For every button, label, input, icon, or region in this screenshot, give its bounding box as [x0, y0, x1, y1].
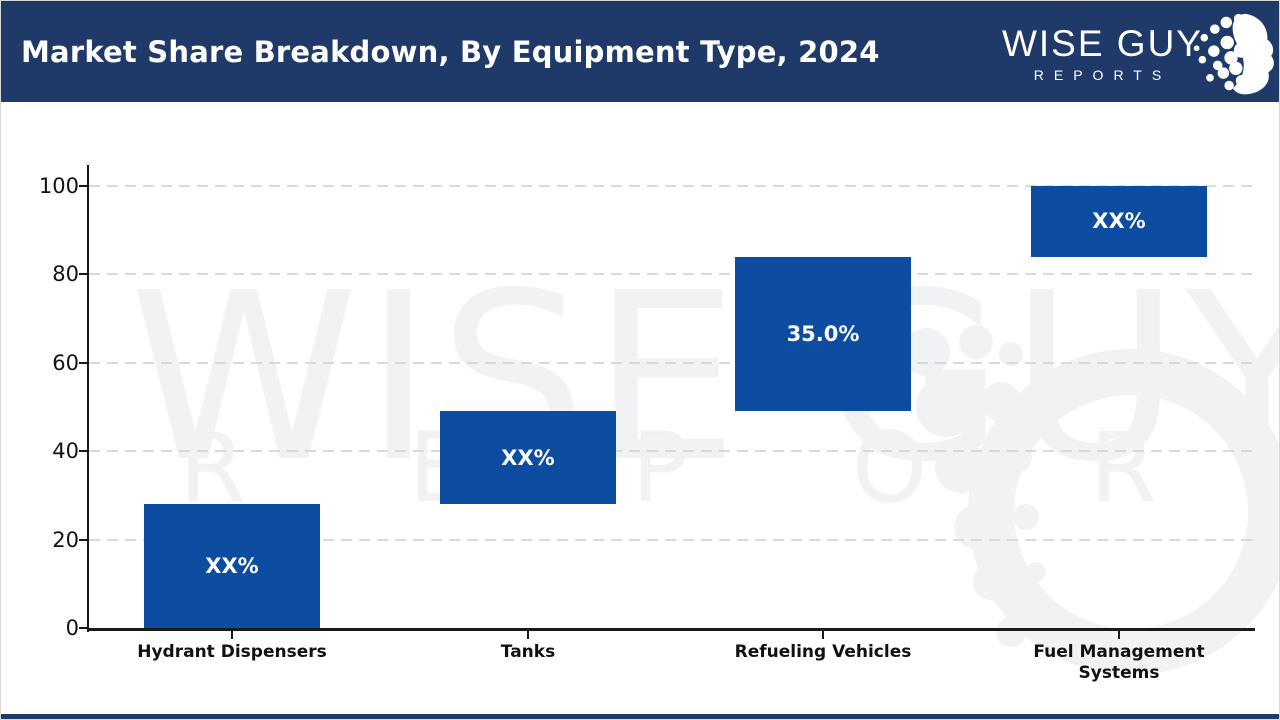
- footer-bar: [1, 714, 1279, 719]
- y-tick-label-100: 100: [38, 174, 79, 198]
- logo-head-icon: [1193, 13, 1274, 95]
- bar-refueling-vehicles: [735, 256, 911, 412]
- y-tick-label-80: 80: [52, 262, 79, 287]
- bar-fuel-management-systems: [1031, 186, 1207, 257]
- gridline-100: [89, 185, 1255, 187]
- logo-text: WISE GUY REPORTS: [1002, 23, 1203, 83]
- y-tick-mark-80: [79, 273, 88, 276]
- y-tick-label-0: 0: [65, 616, 79, 640]
- y-tick-mark-60: [79, 361, 88, 364]
- y-tick-mark-100: [79, 185, 88, 187]
- wiseguy-logo: WISE GUY REPORTS: [1002, 9, 1275, 97]
- logo-subtitle: REPORTS: [1033, 67, 1172, 83]
- chart-title: Market Share Breakdown, By Equipment Typ…: [21, 34, 880, 69]
- y-tick-label-40: 40: [52, 439, 79, 464]
- logo-wordmark: WISE GUY: [1001, 23, 1203, 64]
- gridline-80: [89, 273, 1255, 276]
- bar-value-label: XX%: [501, 445, 555, 470]
- y-axis-spine: [87, 165, 89, 632]
- x-category-label: Hydrant Dispensers: [137, 642, 327, 662]
- y-tick-mark-20: [79, 538, 88, 541]
- bar-value-label: XX%: [205, 554, 259, 579]
- x-tick-mark-0: [231, 631, 233, 639]
- gridline-40: [89, 450, 1255, 453]
- x-category-label: Tanks: [500, 642, 556, 662]
- x-tick-mark-1: [527, 631, 529, 639]
- bar-hydrant-dispensers: [144, 504, 320, 628]
- bar-tanks: [440, 411, 616, 505]
- x-tick-mark-2: [822, 631, 824, 639]
- watermark-head-icon: [902, 325, 1279, 675]
- header-bar: Market Share Breakdown, By Equipment Typ…: [1, 1, 1279, 102]
- watermark-text-2: R E P O R T S: [179, 412, 1279, 524]
- y-tick-mark-0: [79, 627, 88, 629]
- y-tick-mark-40: [79, 450, 88, 453]
- gridline-60: [89, 361, 1255, 364]
- gridline-20: [89, 538, 1255, 541]
- x-category-label: Refueling Vehicles: [734, 642, 912, 662]
- bar-value-label: XX%: [1092, 209, 1146, 234]
- y-tick-label-20: 20: [52, 527, 79, 552]
- y-tick-label-60: 60: [52, 350, 79, 375]
- bar-value-label: 35.0%: [786, 322, 860, 347]
- x-category-label: Fuel Management Systems: [1033, 642, 1205, 683]
- x-axis-spine: [87, 628, 1255, 631]
- x-tick-mark-3: [1118, 631, 1120, 639]
